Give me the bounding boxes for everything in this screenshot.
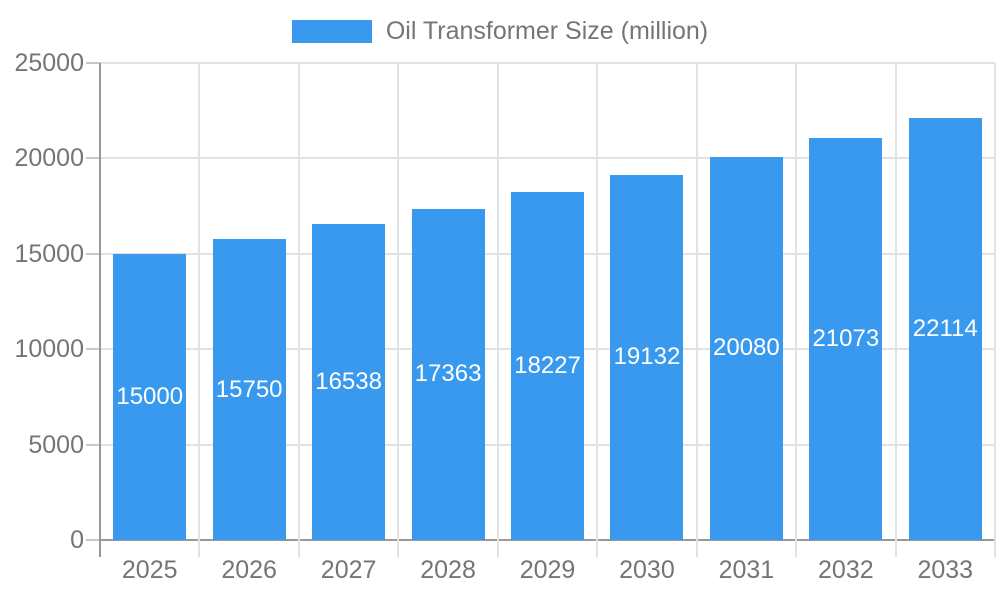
- x-axis-label-2030: 2030: [619, 556, 675, 584]
- gridline-horizontal: [100, 157, 995, 160]
- x-axis-baseline: [100, 539, 995, 541]
- bar-2032[interactable]: [809, 137, 883, 540]
- y-axis-label: 25000: [14, 49, 84, 77]
- y-axis-tick: [86, 348, 100, 351]
- gridline-vertical: [297, 63, 300, 557]
- x-axis-label-2033: 2033: [917, 556, 974, 584]
- bar-2025[interactable]: [113, 253, 187, 540]
- legend-label: Oil Transformer Size (million): [385, 17, 709, 45]
- y-axis-label: 15000: [14, 239, 84, 268]
- x-axis-label-2028: 2028: [420, 556, 476, 584]
- bar-value-label: 16538: [315, 368, 382, 396]
- bar-value-label: 20080: [713, 334, 780, 362]
- legend-swatch: [291, 19, 372, 43]
- bar-value-label: 19132: [613, 343, 681, 371]
- y-axis-tick: [86, 252, 100, 255]
- bar-2031[interactable]: [709, 156, 783, 540]
- y-axis-label: 0: [70, 526, 84, 554]
- bar-2033[interactable]: [908, 118, 982, 540]
- x-axis-label-2031: 2031: [718, 556, 775, 584]
- bar-2027[interactable]: [312, 224, 386, 540]
- legend[interactable]: Oil Transformer Size (million): [0, 17, 1000, 45]
- x-axis-label-2032: 2032: [818, 556, 874, 584]
- bar-2030[interactable]: [610, 174, 684, 540]
- bar-2029[interactable]: [511, 192, 584, 540]
- y-axis-line: [99, 63, 101, 557]
- bar-value-label: 17363: [414, 360, 482, 388]
- y-axis-label: 10000: [14, 335, 84, 364]
- bar-value-label: 18227: [514, 352, 581, 380]
- bar-2028[interactable]: [411, 208, 485, 540]
- gridline-vertical: [496, 63, 499, 557]
- gridline-horizontal: [100, 62, 995, 64]
- gridline-vertical: [198, 63, 201, 557]
- gridline-vertical: [596, 63, 599, 557]
- bar-value-label: 22114: [912, 315, 978, 343]
- gridline-vertical: [795, 63, 798, 557]
- y-axis-label: 20000: [14, 144, 84, 173]
- y-axis-tick: [86, 62, 100, 64]
- bar-value-label: 21073: [812, 324, 880, 352]
- x-axis-label-2026: 2026: [221, 556, 277, 584]
- x-axis-label-2027: 2027: [320, 556, 377, 584]
- gridline-vertical: [397, 63, 400, 557]
- bar-value-label: 15000: [116, 382, 184, 410]
- gridline-vertical: [894, 63, 897, 557]
- y-axis-tick: [86, 539, 100, 541]
- y-axis-tick: [86, 157, 100, 160]
- y-axis-label: 5000: [28, 430, 84, 459]
- x-axis-label-2025: 2025: [121, 556, 178, 584]
- bar-2026[interactable]: [212, 239, 286, 540]
- y-axis-tick: [86, 443, 100, 446]
- gridline-vertical: [994, 63, 996, 557]
- gridline-vertical: [695, 63, 698, 557]
- bar-value-label: 15750: [215, 375, 283, 403]
- x-axis-label-2029: 2029: [519, 556, 576, 584]
